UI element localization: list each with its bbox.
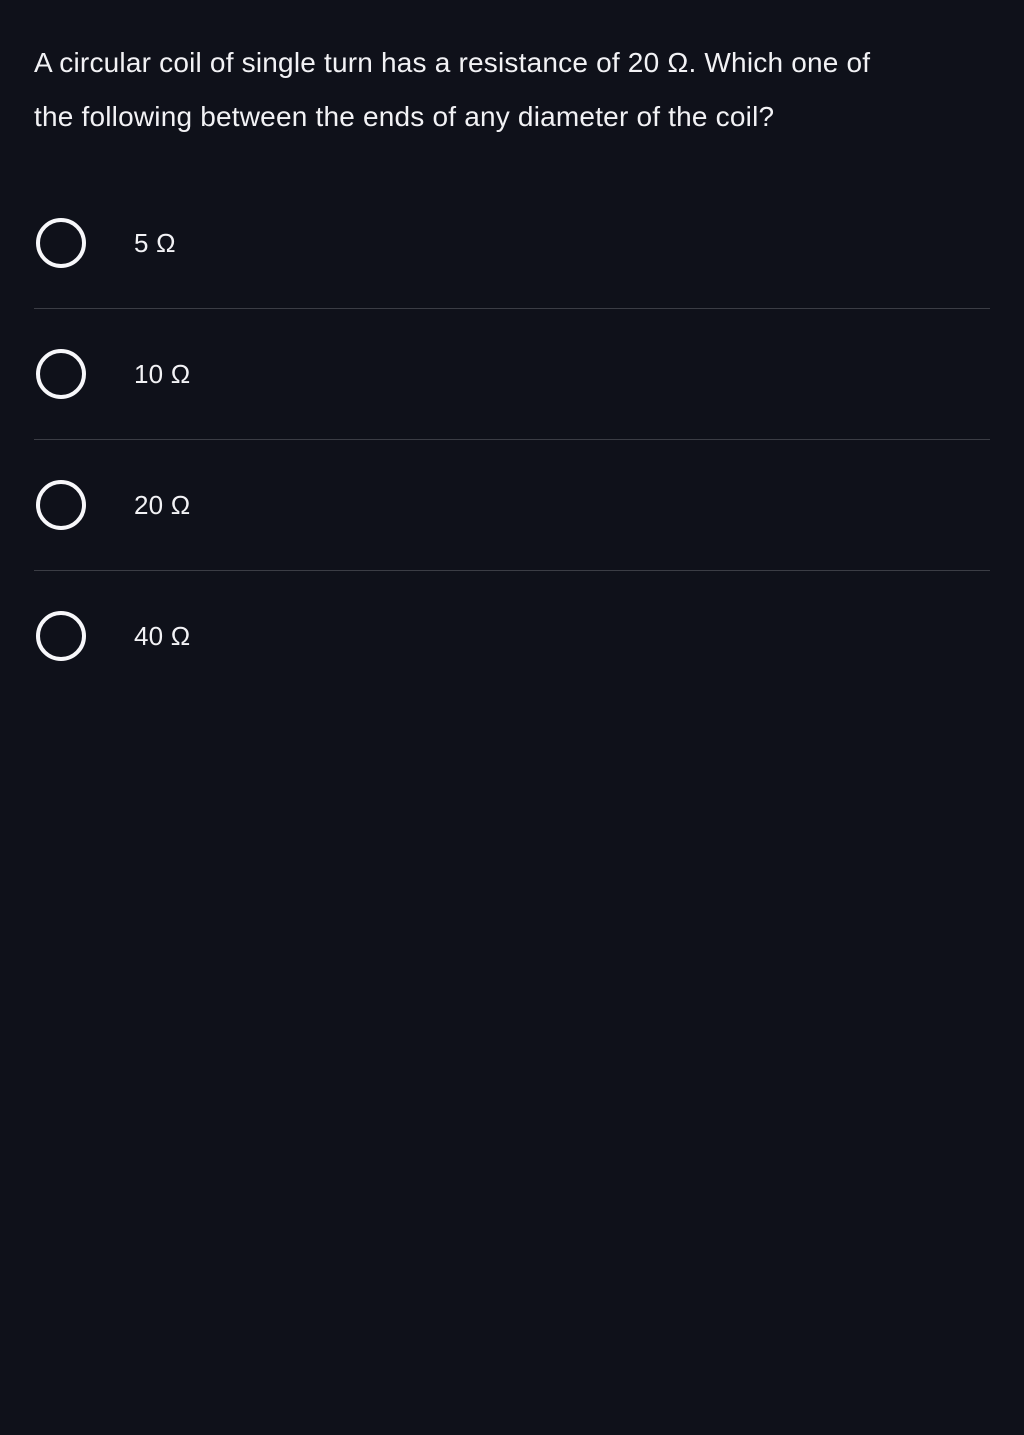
option-label: 20 Ω: [134, 490, 190, 521]
option-2[interactable]: 10 Ω: [34, 309, 990, 440]
radio-icon: [36, 349, 86, 399]
quiz-container: A circular coil of single turn has a res…: [0, 0, 1024, 701]
radio-icon: [36, 218, 86, 268]
options-list: 5 Ω 10 Ω 20 Ω 40 Ω: [34, 178, 990, 701]
question-line-2: the following between the ends of any di…: [34, 101, 774, 132]
radio-icon: [36, 611, 86, 661]
option-4[interactable]: 40 Ω: [34, 571, 990, 701]
question-text: A circular coil of single turn has a res…: [34, 36, 990, 144]
option-label: 5 Ω: [134, 228, 176, 259]
option-3[interactable]: 20 Ω: [34, 440, 990, 571]
option-1[interactable]: 5 Ω: [34, 178, 990, 309]
question-line-1: A circular coil of single turn has a res…: [34, 47, 870, 78]
option-label: 10 Ω: [134, 359, 190, 390]
option-label: 40 Ω: [134, 621, 190, 652]
radio-icon: [36, 480, 86, 530]
